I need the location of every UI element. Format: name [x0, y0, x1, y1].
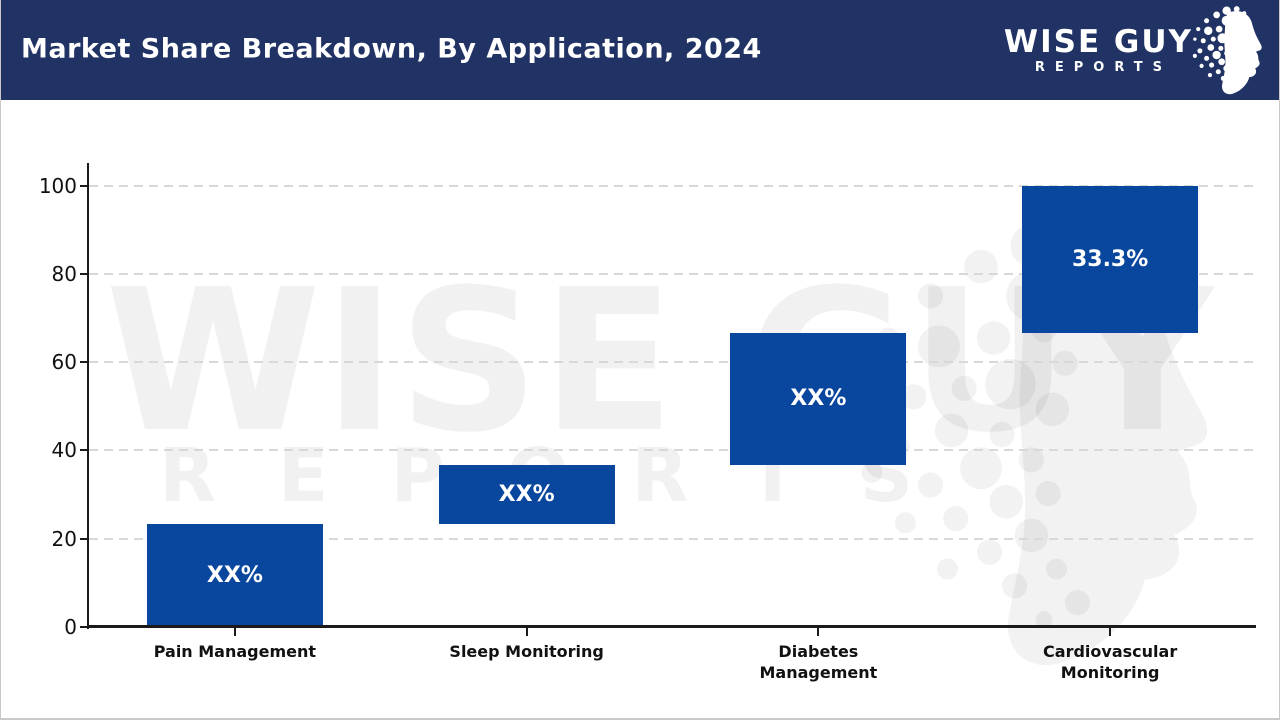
logo-text: WISE GUY REPORTS — [1004, 26, 1193, 75]
bar-diabetes-management: XX% — [730, 332, 907, 466]
page-title: Market Share Breakdown, By Application, … — [21, 33, 762, 65]
y-tick-mark-40 — [80, 449, 88, 452]
x-tick-mark-3 — [1109, 628, 1112, 636]
bar-sleep-monitoring: XX% — [438, 465, 615, 525]
y-tick-label-20: 20 — [51, 526, 77, 551]
gridline-100 — [89, 184, 1256, 187]
y-tick-mark-20 — [80, 537, 88, 540]
x-tick-mark-2 — [817, 628, 820, 636]
y-tick-label-80: 80 — [51, 261, 77, 286]
header-bar: Market Share Breakdown, By Application, … — [1, 0, 1279, 100]
x-tick-label-0: Pain Management — [153, 642, 317, 661]
y-tick-mark-100 — [80, 184, 88, 187]
bar-value-label: XX% — [206, 563, 263, 589]
x-tick-mark-1 — [525, 628, 528, 636]
x-tick-label-3: Cardiovascular Monitoring — [1043, 642, 1178, 682]
x-axis-spine — [87, 625, 1256, 628]
y-axis-spine — [87, 163, 89, 629]
gridline-80 — [89, 272, 1256, 275]
wise-guy-logo: WISE GUY REPORTS — [1004, 4, 1267, 96]
y-tick-mark-0 — [80, 626, 88, 628]
y-tick-label-100: 100 — [38, 173, 77, 198]
gridline-40 — [89, 449, 1256, 452]
logo-reports-label: REPORTS — [1034, 59, 1173, 75]
logo-wise-guy-label: WISE GUY — [1003, 23, 1193, 60]
y-tick-label-40: 40 — [51, 438, 77, 463]
x-tick-mark-0 — [233, 628, 236, 636]
y-tick-mark-60 — [80, 361, 88, 364]
x-tick-label-2: Diabetes Management — [759, 642, 878, 682]
y-tick-label-0: 0 — [64, 615, 77, 639]
y-tick-mark-80 — [80, 272, 88, 275]
y-tick-label-60: 60 — [51, 350, 77, 375]
bar-value-label: 33.3% — [1071, 246, 1149, 272]
gridline-20 — [89, 537, 1256, 540]
bar-cardiovascular-monitoring: 33.3% — [1022, 185, 1199, 333]
bar-value-label: XX% — [498, 482, 555, 508]
wise-guy-head-icon — [1192, 6, 1262, 95]
gridline-60 — [89, 361, 1256, 364]
x-tick-label-1: Sleep Monitoring — [449, 642, 604, 661]
bar-pain-management: XX% — [146, 524, 323, 627]
bar-value-label: XX% — [790, 386, 847, 412]
